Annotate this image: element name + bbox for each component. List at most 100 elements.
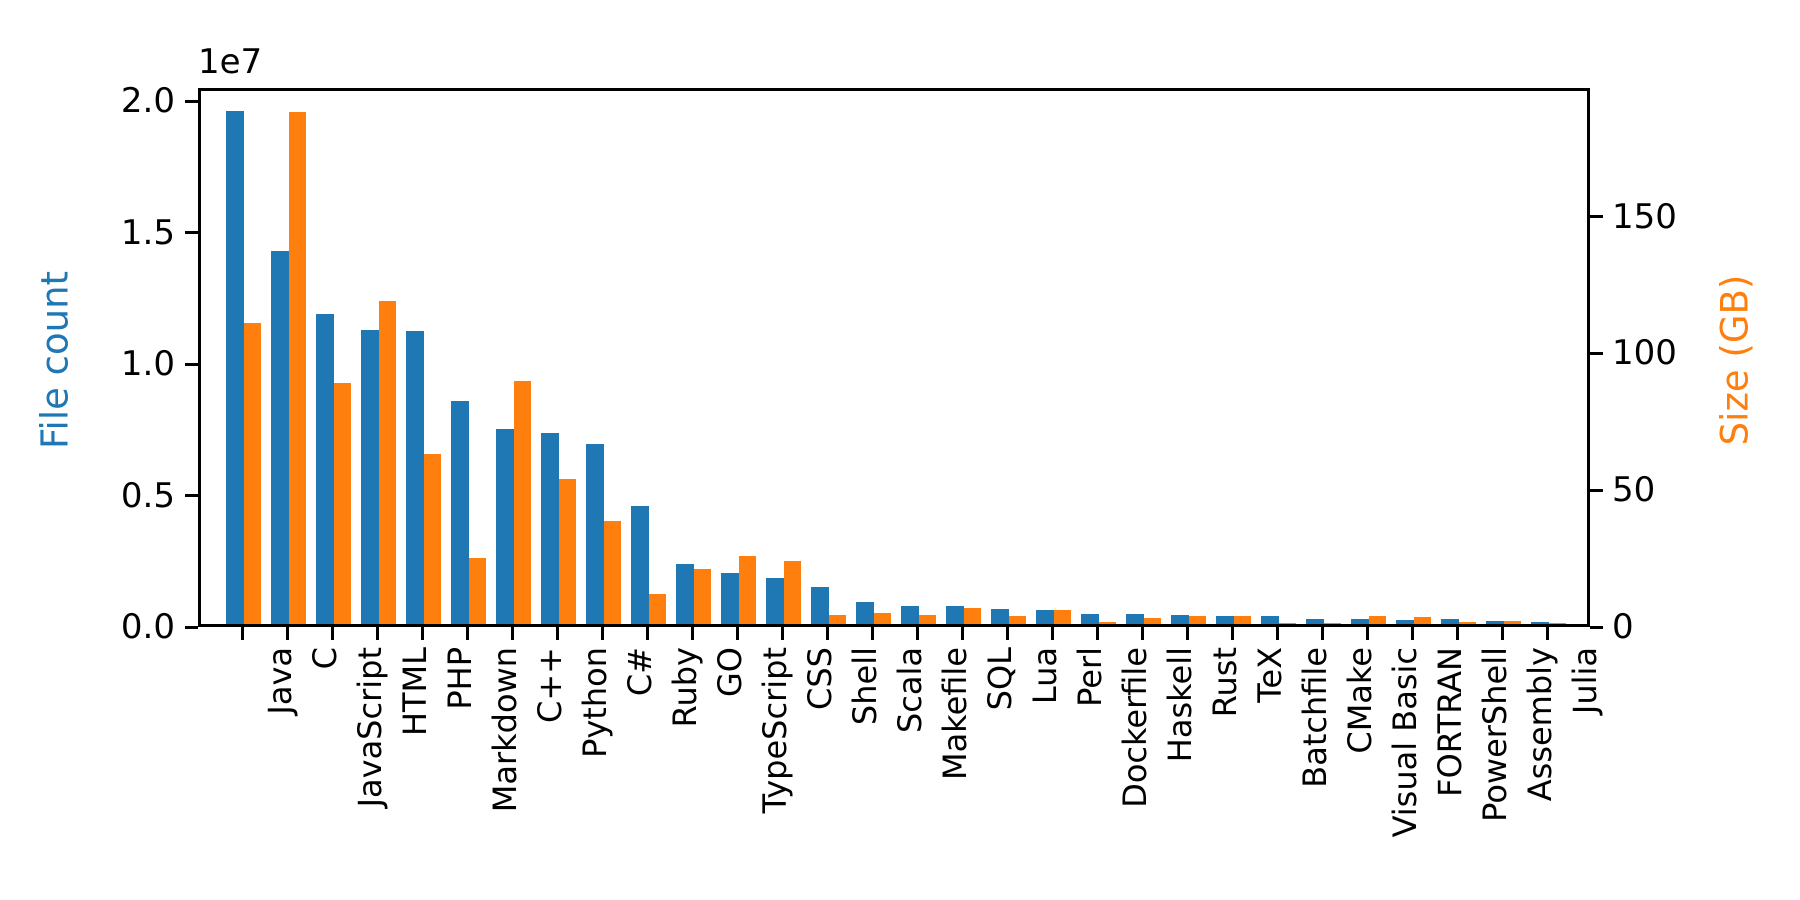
right-y-tick-label: 100 <box>1612 333 1677 374</box>
x-tick-label-rust: Rust <box>1206 647 1244 718</box>
x-tick-label-html: HTML <box>396 647 434 737</box>
bar-size-gb-c <box>603 521 621 624</box>
bar-file-count-go <box>676 563 694 624</box>
x-tick <box>780 627 784 640</box>
bar-size-gb-php <box>423 454 441 624</box>
bar-size-gb-typescript <box>738 555 756 624</box>
bar-size-gb-markdown <box>468 558 486 624</box>
x-tick <box>1275 627 1279 640</box>
bar-file-count-markdown <box>451 400 469 624</box>
x-tick <box>1545 627 1549 640</box>
bar-size-gb-python <box>558 479 576 624</box>
left-y-tick <box>185 99 198 103</box>
x-tick-label-makefile: Makefile <box>936 647 974 781</box>
x-tick-label-java: Java <box>261 647 299 715</box>
x-tick <box>735 627 739 640</box>
bar-file-count-fortran <box>1396 619 1414 624</box>
x-tick-label-lua: Lua <box>1026 647 1064 705</box>
plot-area <box>198 88 1590 627</box>
x-tick <box>600 627 604 640</box>
y-axis-offset-text: 1e7 <box>198 42 263 82</box>
bar-size-gb-julia <box>1548 622 1566 624</box>
x-tick <box>915 627 919 640</box>
bar-file-count-css <box>766 578 784 624</box>
bar-size-gb-ruby <box>648 593 666 624</box>
x-tick-label-css: CSS <box>801 647 839 710</box>
x-tick <box>1140 627 1144 640</box>
bar-size-gb-shell <box>828 615 846 624</box>
x-tick <box>330 627 334 640</box>
bar-size-gb-java <box>243 323 261 624</box>
right-y-tick <box>1590 625 1603 629</box>
x-tick-label-cmake: CMake <box>1341 647 1379 754</box>
x-tick-label-fortran: FORTRAN <box>1431 647 1469 797</box>
left-y-tick-label: 0.5 <box>120 475 175 516</box>
bar-size-gb-makefile <box>918 615 936 624</box>
x-tick <box>555 627 559 640</box>
left-y-tick <box>185 362 198 366</box>
x-tick <box>960 627 964 640</box>
right-y-tick <box>1590 488 1603 492</box>
x-tick <box>1095 627 1099 640</box>
x-tick <box>1050 627 1054 640</box>
x-tick <box>1500 627 1504 640</box>
bar-size-gb-dockerfile <box>1098 621 1116 624</box>
bar-size-gb-scala <box>873 613 891 624</box>
x-tick <box>1185 627 1189 640</box>
x-tick-label-shell: Shell <box>846 647 884 726</box>
bar-file-count-typescript <box>721 572 739 624</box>
left-y-tick <box>185 625 198 629</box>
bar-size-gb-go <box>693 569 711 624</box>
bar-size-gb-c <box>288 112 306 624</box>
x-tick-label-assembly: Assembly <box>1521 647 1559 802</box>
bar-size-gb-html <box>378 301 396 624</box>
x-tick-label-python: Python <box>576 647 614 758</box>
bar-file-count-lua <box>991 608 1009 624</box>
bar-size-gb-fortran <box>1413 617 1431 624</box>
bar-file-count-c <box>496 429 514 624</box>
x-tick <box>1320 627 1324 640</box>
x-tick-label-batchfile: Batchfile <box>1296 647 1334 788</box>
x-tick <box>645 627 649 640</box>
x-tick-label-php: PHP <box>441 647 479 710</box>
left-y-tick <box>185 231 198 235</box>
x-tick-label-javascript: JavaScript <box>351 647 389 808</box>
bar-size-gb-sql <box>963 608 981 624</box>
x-tick <box>690 627 694 640</box>
x-tick-label-c: C++ <box>531 647 569 723</box>
bar-size-gb-c <box>513 380 531 624</box>
bar-size-gb-tex <box>1233 615 1251 624</box>
bar-size-gb-haskell <box>1143 618 1161 624</box>
x-tick <box>1365 627 1369 640</box>
bar-file-count-assembly <box>1486 620 1504 624</box>
right-y-tick <box>1590 215 1603 219</box>
x-tick-label-haskell: Haskell <box>1161 647 1199 763</box>
x-tick-label-typescript: TypeScript <box>756 647 794 814</box>
bar-file-count-cmake <box>1306 619 1324 624</box>
x-tick <box>465 627 469 640</box>
left-y-tick-label: 0.0 <box>120 607 175 647</box>
bar-size-gb-cmake <box>1323 623 1341 624</box>
bar-file-count-haskell <box>1126 614 1144 624</box>
bar-file-count-scala <box>856 601 874 624</box>
bar-file-count-julia <box>1531 622 1549 624</box>
x-tick-label-ruby: Ruby <box>666 647 704 728</box>
bar-file-count-rust <box>1171 614 1189 624</box>
x-tick <box>285 627 289 640</box>
bar-file-count-perl <box>1036 609 1054 624</box>
x-tick-label-markdown: Markdown <box>486 647 524 813</box>
x-tick-label-c: C <box>306 647 344 670</box>
bar-size-gb-rust <box>1188 616 1206 624</box>
left-y-tick-label: 2.0 <box>120 81 175 122</box>
x-tick <box>870 627 874 640</box>
bar-file-count-java <box>226 111 244 624</box>
bar-file-count-powershell <box>1441 619 1459 624</box>
bar-file-count-batchfile <box>1261 616 1279 624</box>
x-tick <box>240 627 244 640</box>
right-y-tick-label: 0 <box>1612 607 1634 647</box>
bar-file-count-visual-basic <box>1351 618 1369 624</box>
bar-file-count-c <box>586 443 604 624</box>
x-tick <box>375 627 379 640</box>
x-tick-label-perl: Perl <box>1071 647 1109 707</box>
